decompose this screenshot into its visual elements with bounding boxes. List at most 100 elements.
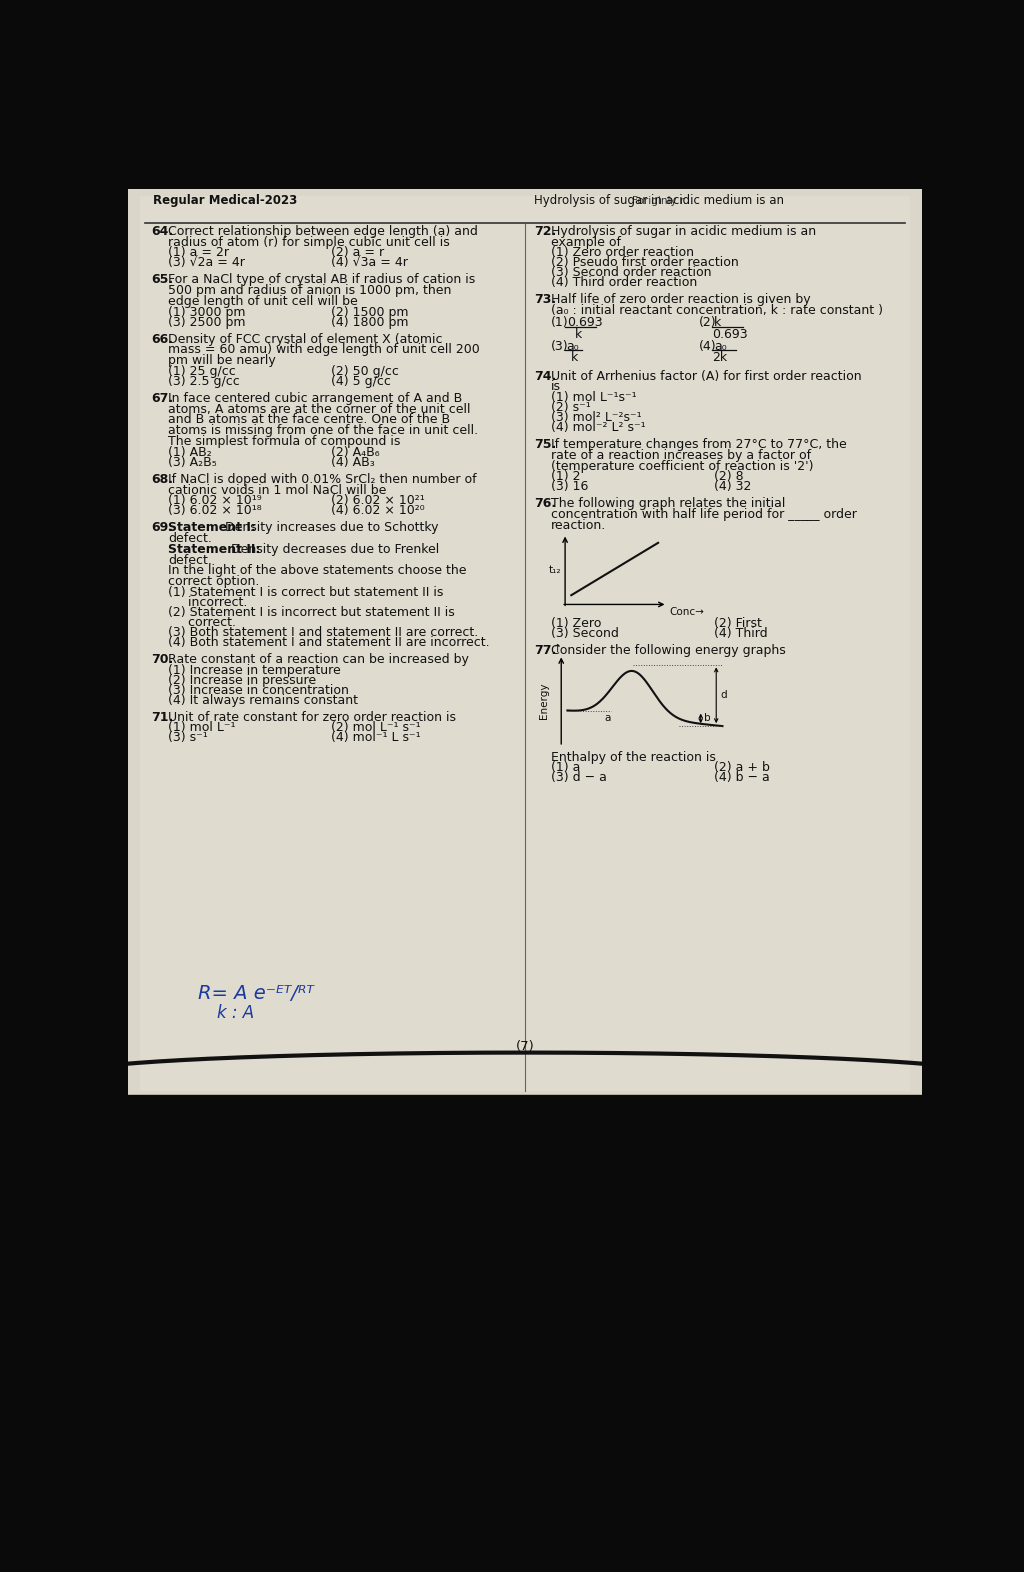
Text: (3) √2a = 4r: (3) √2a = 4r (168, 256, 245, 269)
Text: (3) 16: (3) 16 (551, 481, 589, 494)
Text: (3) Increase in concentration: (3) Increase in concentration (168, 684, 349, 696)
Text: (3) 6.02 × 10¹⁸: (3) 6.02 × 10¹⁸ (168, 505, 262, 517)
Text: mass = 60 amu) with edge length of unit cell 200: mass = 60 amu) with edge length of unit … (168, 343, 480, 357)
Text: Density decreases due to Frenkel: Density decreases due to Frenkel (227, 542, 439, 556)
Text: (3) Both statement I and statement II are correct.: (3) Both statement I and statement II ar… (168, 626, 478, 638)
Text: (1) a = 2r: (1) a = 2r (168, 247, 229, 259)
Text: 68.: 68. (152, 473, 173, 486)
Text: (2) 8: (2) 8 (714, 470, 743, 484)
Text: (4): (4) (698, 340, 716, 352)
Text: (1) 2: (1) 2 (551, 470, 581, 484)
Text: Hydrolysis of sugar in acidic medium is an: Hydrolysis of sugar in acidic medium is … (551, 225, 816, 237)
Text: 77.: 77. (535, 643, 556, 657)
Text: (2) Statement I is incorrect but statement II is: (2) Statement I is incorrect but stateme… (168, 605, 455, 619)
Text: 70.: 70. (152, 652, 173, 667)
Text: (temperature coefficient of reaction is '2'): (temperature coefficient of reaction is … (551, 459, 814, 473)
Text: (4) 6.02 × 10²⁰: (4) 6.02 × 10²⁰ (331, 505, 425, 517)
Text: Energy: Energy (540, 682, 549, 718)
Text: (4) 1800 pm: (4) 1800 pm (331, 316, 409, 329)
Text: t₁₂: t₁₂ (549, 564, 561, 575)
Text: (2) 1500 pm: (2) 1500 pm (331, 305, 409, 319)
Text: (4) AB₃: (4) AB₃ (331, 456, 375, 468)
Text: 66.: 66. (152, 333, 173, 346)
Text: (2) mol L⁻¹ s⁻¹: (2) mol L⁻¹ s⁻¹ (331, 722, 421, 734)
Text: (4) Both statement I and statement II are incorrect.: (4) Both statement I and statement II ar… (168, 637, 489, 649)
Text: is: is (551, 380, 561, 393)
Text: (2) Increase in pressure: (2) Increase in pressure (168, 674, 316, 687)
Text: (4) mol⁻¹ L s⁻¹: (4) mol⁻¹ L s⁻¹ (331, 731, 421, 745)
Text: (1) 3000 pm: (1) 3000 pm (168, 305, 246, 319)
Text: (3) Second: (3) Second (551, 627, 620, 640)
Text: Density increases due to Schottky: Density increases due to Schottky (221, 522, 438, 534)
Text: (7): (7) (515, 1039, 535, 1053)
Text: (2) Pseudo first order reaction: (2) Pseudo first order reaction (551, 256, 739, 269)
Text: (2) A₄B₆: (2) A₄B₆ (331, 446, 380, 459)
Text: ↑: ↑ (553, 645, 562, 654)
Text: 0.693: 0.693 (566, 316, 602, 330)
Text: Conc→: Conc→ (669, 607, 703, 616)
Text: correct option.: correct option. (168, 575, 260, 588)
Text: If temperature changes from 27°C to 77°C, the: If temperature changes from 27°C to 77°C… (551, 439, 847, 451)
Text: (3) 2.5 g/cc: (3) 2.5 g/cc (168, 376, 240, 388)
Text: a: a (604, 714, 611, 723)
Text: (3): (3) (551, 340, 568, 352)
Text: 65.: 65. (152, 274, 173, 286)
Text: (3) mol² L⁻²s⁻¹: (3) mol² L⁻²s⁻¹ (551, 412, 642, 424)
Text: k: k (570, 351, 578, 365)
Text: incorrect.: incorrect. (168, 596, 248, 608)
Text: (4) Third: (4) Third (714, 627, 768, 640)
Text: (4) mol⁻² L² s⁻¹: (4) mol⁻² L² s⁻¹ (551, 421, 646, 434)
Text: 67.: 67. (152, 391, 173, 406)
Text: (2) a = r: (2) a = r (331, 247, 384, 259)
Text: radius of atom (r) for simple cubic unit cell is: radius of atom (r) for simple cubic unit… (168, 236, 451, 248)
Text: 73.: 73. (535, 294, 556, 307)
Text: (a₀ : initial reactant concentration, k : rate constant ): (a₀ : initial reactant concentration, k … (551, 303, 883, 318)
Text: Foriginly r...: Foriginly r... (632, 195, 693, 206)
FancyBboxPatch shape (139, 196, 910, 1091)
Text: (3) Second order reaction: (3) Second order reaction (551, 266, 712, 280)
Text: (1) 6.02 × 10¹⁹: (1) 6.02 × 10¹⁹ (168, 494, 262, 508)
Text: Density of FCC crystal of element X (atomic: Density of FCC crystal of element X (ato… (168, 333, 442, 346)
Text: In face centered cubic arrangement of A and B: In face centered cubic arrangement of A … (168, 391, 463, 406)
Text: 72.: 72. (535, 225, 556, 237)
Text: atoms, A atoms are at the corner of the unit cell: atoms, A atoms are at the corner of the … (168, 402, 471, 415)
Text: b: b (703, 714, 711, 723)
Text: edge length of unit cell will be: edge length of unit cell will be (168, 296, 358, 308)
Text: 75.: 75. (535, 439, 556, 451)
Text: Statement II:: Statement II: (168, 542, 261, 556)
Text: rate of a reaction increases by a factor of: rate of a reaction increases by a factor… (551, 450, 811, 462)
Text: (4) It always remains constant: (4) It always remains constant (168, 693, 358, 707)
Text: (3) d − a: (3) d − a (551, 770, 607, 784)
Text: 74.: 74. (535, 369, 556, 382)
Text: and B atoms at the face centre. One of the B: and B atoms at the face centre. One of t… (168, 413, 451, 426)
Text: concentration with half life period for _____ order: concentration with half life period for … (551, 508, 857, 522)
Text: Hydrolysis of sugar in acidic medium is an: Hydrolysis of sugar in acidic medium is … (535, 193, 784, 208)
Text: 71.: 71. (152, 711, 173, 723)
Text: Unit of rate constant for zero order reaction is: Unit of rate constant for zero order rea… (168, 711, 457, 723)
Text: (4) b − a: (4) b − a (714, 770, 770, 784)
Text: reaction.: reaction. (551, 519, 606, 531)
Text: (2) First: (2) First (714, 616, 762, 630)
Text: k: k (714, 316, 721, 330)
Text: defect.: defect. (168, 531, 212, 545)
Text: Rate constant of a reaction can be increased by: Rate constant of a reaction can be incre… (168, 652, 469, 667)
Text: (4) 5 g/cc: (4) 5 g/cc (331, 376, 391, 388)
Text: a₀: a₀ (714, 340, 726, 352)
Text: (1) Zero: (1) Zero (551, 616, 601, 630)
Text: 0.693: 0.693 (713, 329, 748, 341)
Text: (1) 25 g/cc: (1) 25 g/cc (168, 365, 237, 377)
Text: (2) 6.02 × 10²¹: (2) 6.02 × 10²¹ (331, 494, 425, 508)
Text: (3) A₂B₅: (3) A₂B₅ (168, 456, 217, 468)
Text: 500 pm and radius of anion is 1000 pm, then: 500 pm and radius of anion is 1000 pm, t… (168, 285, 452, 297)
Text: atoms is missing from one of the face in unit cell.: atoms is missing from one of the face in… (168, 424, 478, 437)
Text: d: d (720, 690, 727, 700)
Text: (1) AB₂: (1) AB₂ (168, 446, 212, 459)
Text: For a NaCl type of crystal AB if radius of cation is: For a NaCl type of crystal AB if radius … (168, 274, 475, 286)
Text: (1) Increase in temperature: (1) Increase in temperature (168, 663, 341, 676)
FancyBboxPatch shape (128, 189, 922, 1096)
Text: 2k: 2k (713, 351, 727, 365)
Text: (4) Third order reaction: (4) Third order reaction (551, 277, 697, 289)
Text: a₀: a₀ (566, 340, 580, 352)
Text: (1) mol L⁻¹: (1) mol L⁻¹ (168, 722, 236, 734)
Text: Unit of Arrhenius factor (A) for first order reaction: Unit of Arrhenius factor (A) for first o… (551, 369, 862, 382)
